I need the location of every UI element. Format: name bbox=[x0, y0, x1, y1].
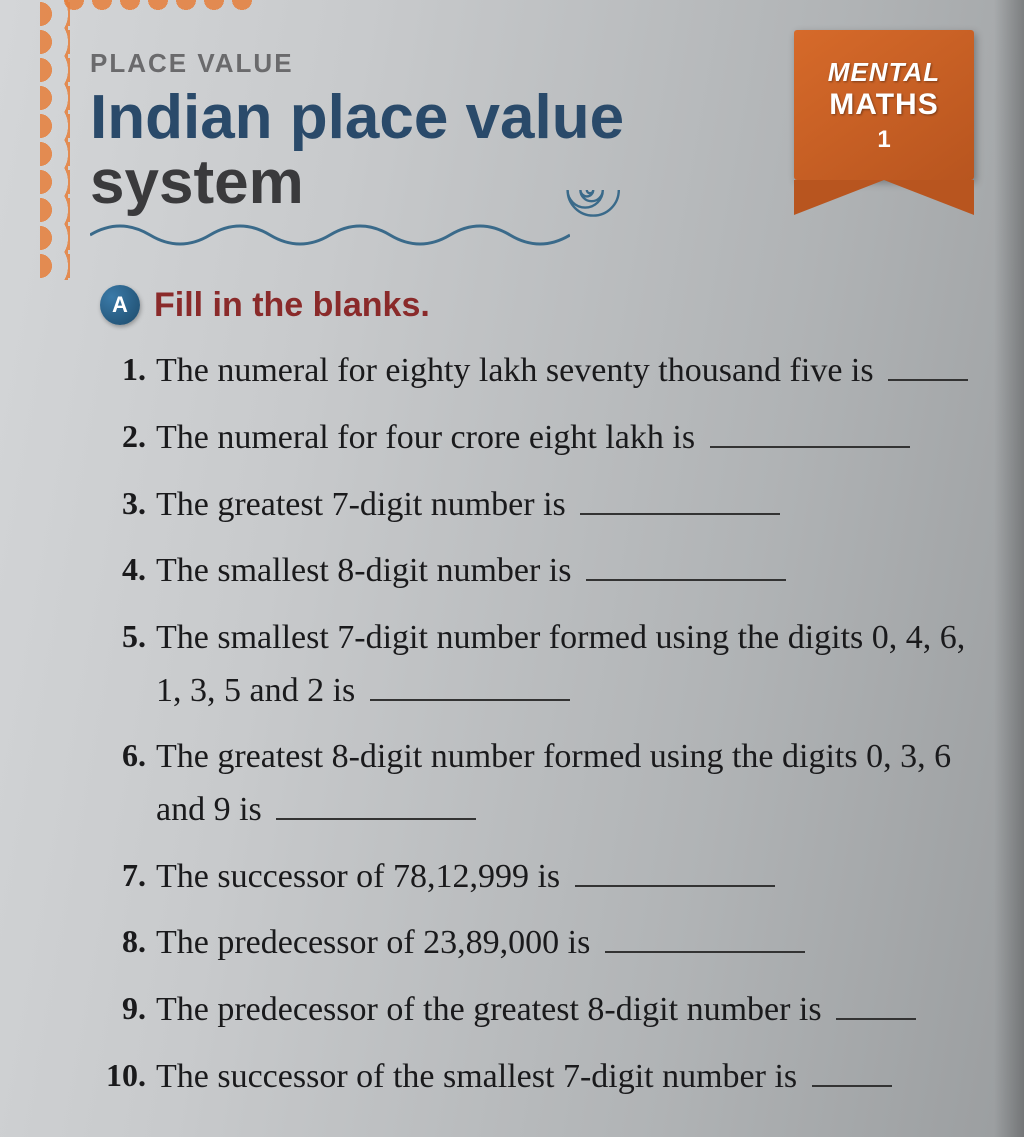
question-text: The greatest 8-digit number formed using… bbox=[156, 738, 951, 828]
answer-blank[interactable] bbox=[575, 853, 775, 887]
decorative-wave bbox=[90, 215, 570, 255]
worksheet-page: PLACE VALUE Indian place value system ME… bbox=[0, 0, 1024, 1137]
question-item: The successor of 78,12,999 is bbox=[100, 851, 984, 904]
question-text: The predecessor of 23,89,000 is bbox=[156, 924, 590, 961]
answer-blank[interactable] bbox=[888, 347, 968, 381]
ribbon-body: MENTAL MATHS 1 bbox=[794, 30, 974, 180]
section-a: A Fill in the blanks. The numeral for ei… bbox=[90, 285, 984, 1103]
answer-blank[interactable] bbox=[580, 481, 780, 515]
answer-blank[interactable] bbox=[586, 547, 786, 581]
question-item: The smallest 7-digit number formed using… bbox=[100, 612, 984, 717]
answer-blank[interactable] bbox=[710, 414, 910, 448]
title-line-2: system bbox=[90, 148, 304, 217]
question-text: The smallest 8-digit number is bbox=[156, 552, 572, 589]
question-item: The numeral for eighty lakh seventy thou… bbox=[100, 345, 984, 398]
question-text: The greatest 7-digit number is bbox=[156, 486, 566, 523]
questions-list: The numeral for eighty lakh seventy thou… bbox=[100, 345, 984, 1103]
ribbon-line1: MENTAL bbox=[828, 57, 940, 88]
question-text: The numeral for four crore eight lakh is bbox=[156, 419, 695, 456]
question-item: The smallest 8-digit number is bbox=[100, 545, 984, 598]
page-shadow bbox=[994, 0, 1024, 1137]
answer-blank[interactable] bbox=[605, 919, 805, 953]
question-item: The numeral for four crore eight lakh is bbox=[100, 412, 984, 465]
question-text: The successor of 78,12,999 is bbox=[156, 858, 560, 895]
decorative-scallop-left bbox=[40, 0, 70, 280]
question-item: The successor of the smallest 7-digit nu… bbox=[100, 1051, 984, 1104]
question-text: The numeral for eighty lakh seventy thou… bbox=[156, 352, 874, 389]
ribbon-number: 1 bbox=[877, 126, 890, 154]
ribbon-tail bbox=[794, 180, 974, 215]
question-item: The greatest 7-digit number is bbox=[100, 479, 984, 532]
answer-blank[interactable] bbox=[812, 1053, 892, 1087]
ribbon-line2: MATHS bbox=[829, 88, 938, 122]
section-header: A Fill in the blanks. bbox=[100, 285, 984, 325]
section-title: Fill in the blanks. bbox=[154, 286, 430, 325]
mental-maths-ribbon: MENTAL MATHS 1 bbox=[794, 30, 974, 230]
question-item: The predecessor of 23,89,000 is bbox=[100, 917, 984, 970]
answer-blank[interactable] bbox=[276, 786, 476, 820]
section-badge: A bbox=[100, 285, 140, 325]
question-item: The predecessor of the greatest 8-digit … bbox=[100, 984, 984, 1037]
question-text: The successor of the smallest 7-digit nu… bbox=[156, 1058, 797, 1095]
title-line-1: Indian place value bbox=[90, 83, 624, 152]
answer-blank[interactable] bbox=[836, 986, 916, 1020]
decorative-scallop-top bbox=[60, 0, 260, 18]
answer-blank[interactable] bbox=[370, 667, 570, 701]
question-text: The predecessor of the greatest 8-digit … bbox=[156, 991, 822, 1028]
question-item: The greatest 8-digit number formed using… bbox=[100, 731, 984, 836]
